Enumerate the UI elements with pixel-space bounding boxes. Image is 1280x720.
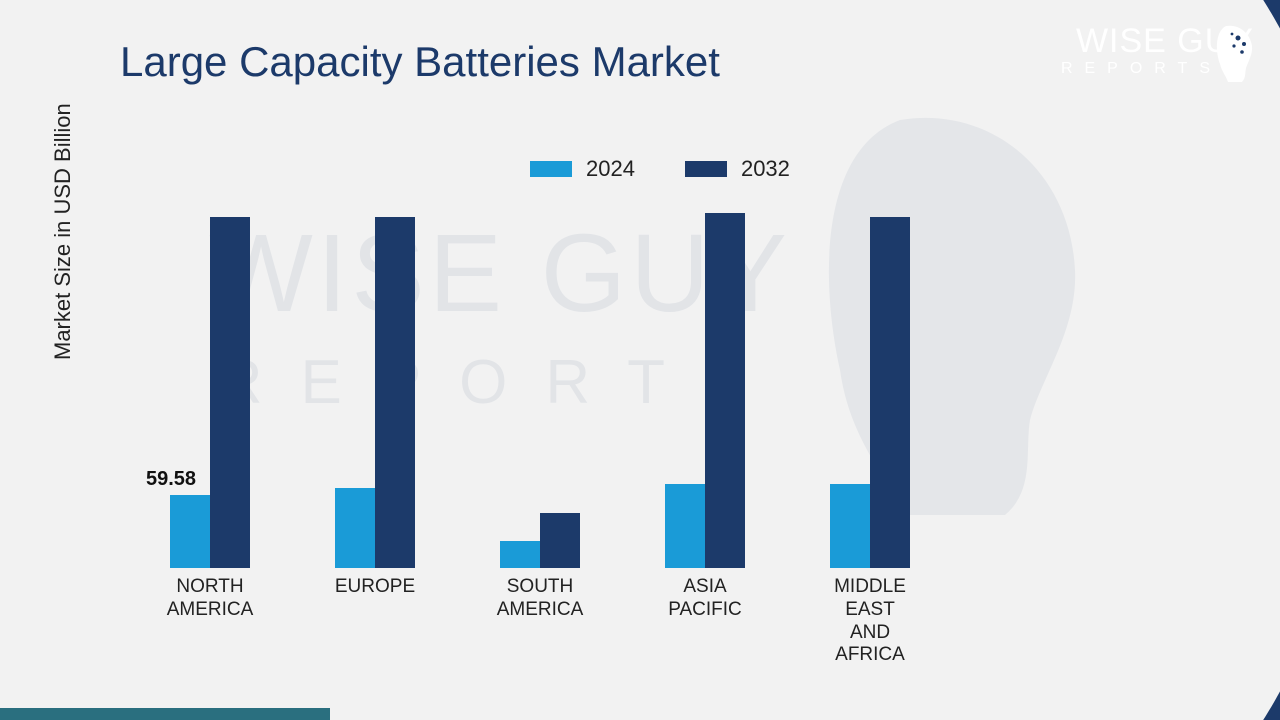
- chart-title: Large Capacity Batteries Market: [120, 38, 720, 86]
- bottom-strip: [0, 708, 330, 720]
- bar-group: [325, 217, 425, 569]
- x-axis-label: EUROPE: [310, 576, 440, 599]
- legend-swatch-2024: [530, 161, 572, 177]
- legend-swatch-2032: [685, 161, 727, 177]
- bar-2024: [830, 484, 870, 568]
- bar-2032: [375, 217, 415, 569]
- legend-label-2024: 2024: [586, 156, 635, 182]
- plot-area: 59.58: [160, 198, 960, 568]
- bar-2032: [705, 213, 745, 568]
- logo-head-icon: [1208, 24, 1256, 84]
- legend-item-2032: 2032: [685, 156, 790, 182]
- x-axis-label: NORTHAMERICA: [145, 576, 275, 622]
- bar-2024: [170, 495, 210, 568]
- x-axis-label: ASIAPACIFIC: [640, 576, 770, 622]
- bar-group: [160, 217, 260, 569]
- bar-group: [655, 213, 755, 568]
- x-axis-label: MIDDLEEASTANDAFRICA: [805, 576, 935, 667]
- bar-value-label: 59.58: [146, 468, 196, 491]
- x-axis-label: SOUTHAMERICA: [475, 576, 605, 622]
- legend-item-2024: 2024: [530, 156, 635, 182]
- bar-2032: [210, 217, 250, 569]
- bar-2032: [540, 513, 580, 569]
- brand-logo: WISE GUY REPORTS: [994, 24, 1254, 78]
- bar-2024: [335, 488, 375, 568]
- legend: 2024 2032: [530, 156, 790, 182]
- bar-2024: [500, 541, 540, 568]
- bar-group: [490, 513, 590, 569]
- bar-2024: [665, 484, 705, 568]
- bar-group: [820, 217, 920, 569]
- y-axis-label: Market Size in USD Billion: [50, 103, 76, 360]
- legend-label-2032: 2032: [741, 156, 790, 182]
- bar-chart: Market Size in USD Billion 2024 2032 59.…: [60, 150, 960, 690]
- bar-2032: [870, 217, 910, 569]
